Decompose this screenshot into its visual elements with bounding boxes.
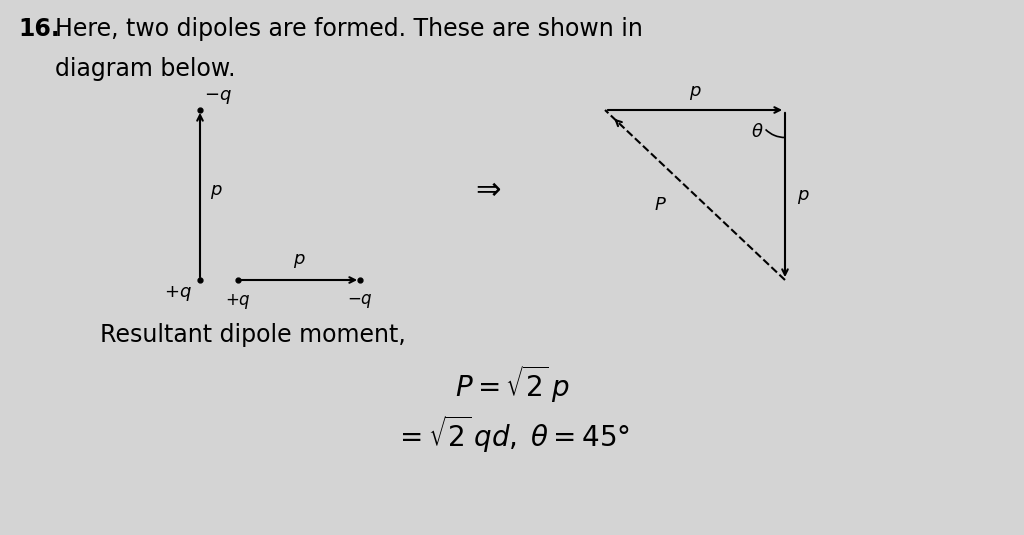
- Text: $= \sqrt{2}\,qd,\;\theta = 45°$: $= \sqrt{2}\,qd,\;\theta = 45°$: [394, 413, 630, 455]
- Text: $-q$: $-q$: [204, 88, 231, 106]
- Text: p: p: [797, 186, 808, 204]
- Text: p: p: [293, 250, 305, 268]
- Text: Here, two dipoles are formed. These are shown in: Here, two dipoles are formed. These are …: [55, 17, 643, 41]
- Text: 16.: 16.: [18, 17, 59, 41]
- Text: $\theta$: $\theta$: [751, 123, 763, 141]
- Text: $-q$: $-q$: [347, 292, 373, 310]
- Text: $+q$: $+q$: [164, 284, 193, 303]
- Text: Resultant dipole moment,: Resultant dipole moment,: [100, 323, 406, 347]
- Text: diagram below.: diagram below.: [55, 57, 236, 81]
- Text: P: P: [654, 196, 665, 214]
- Text: p: p: [210, 181, 221, 199]
- Text: ⇒: ⇒: [475, 175, 501, 204]
- Text: $P = \sqrt{2}\,p$: $P = \sqrt{2}\,p$: [455, 363, 569, 404]
- Text: $+q$: $+q$: [225, 292, 251, 311]
- Text: p: p: [689, 82, 700, 100]
